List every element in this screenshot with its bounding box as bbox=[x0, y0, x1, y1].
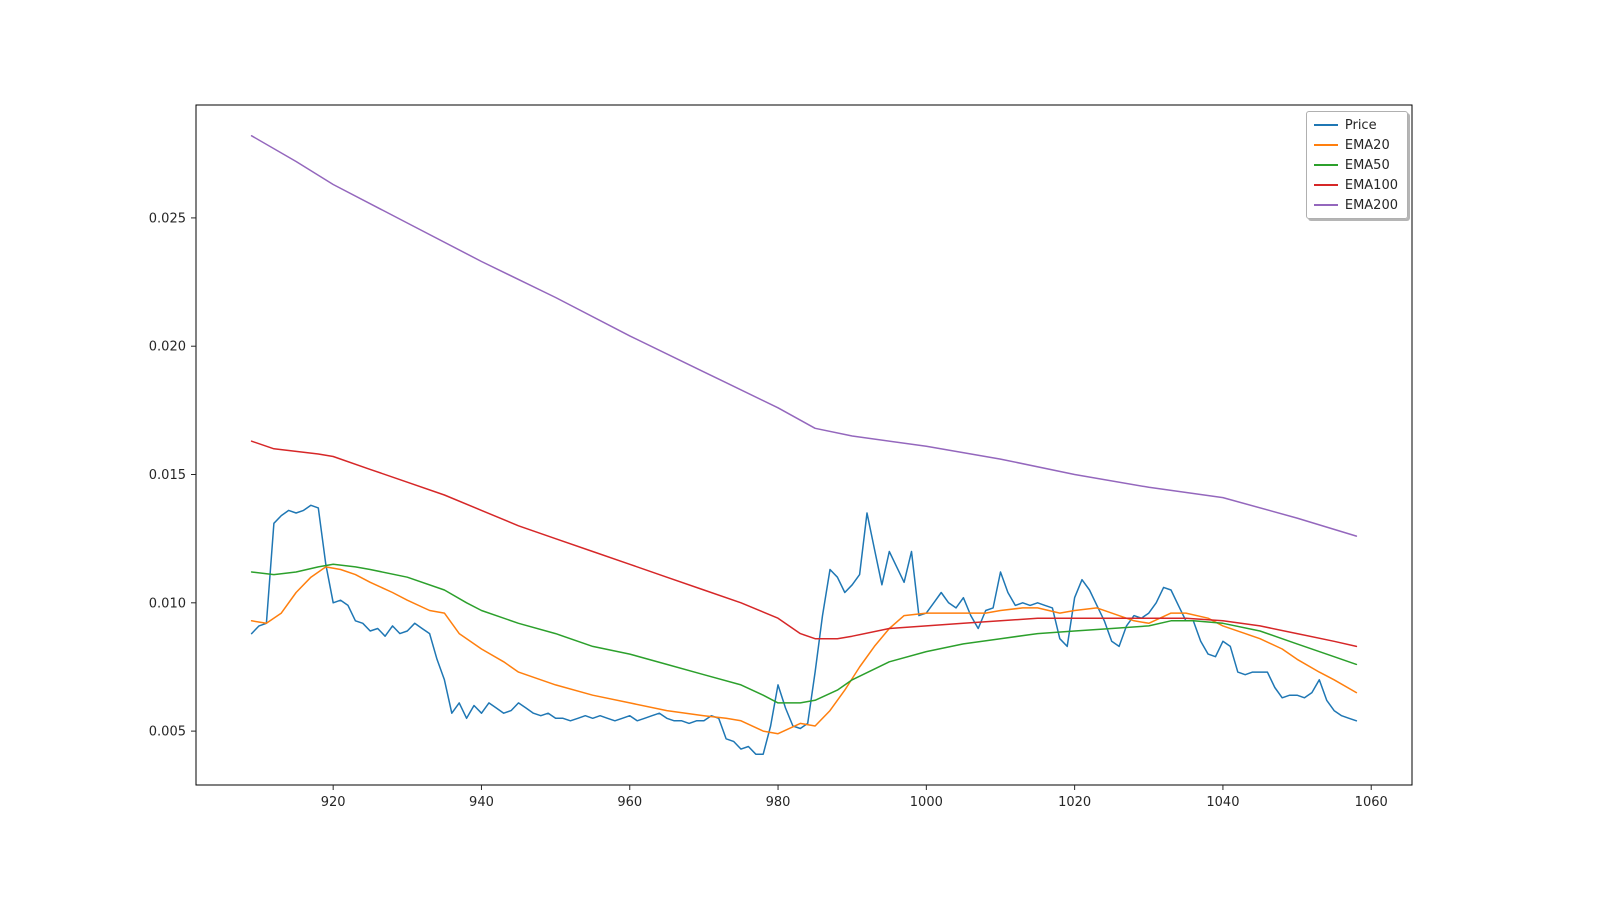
legend-item-ema50: EMA50 bbox=[1313, 157, 1398, 173]
y-tick-label: 0.010 bbox=[149, 596, 186, 611]
legend-item-ema20: EMA20 bbox=[1313, 137, 1398, 153]
legend-label: EMA50 bbox=[1344, 157, 1390, 173]
x-tick-label: 960 bbox=[617, 795, 642, 810]
x-tick-label: 1020 bbox=[1058, 795, 1091, 810]
legend-line-swatch bbox=[1313, 204, 1338, 206]
legend-label: Price bbox=[1344, 117, 1377, 133]
legend-item-ema100: EMA100 bbox=[1313, 177, 1398, 193]
x-tick-label: 1060 bbox=[1355, 795, 1388, 810]
x-tick-label: 980 bbox=[766, 795, 791, 810]
y-tick-label: 0.025 bbox=[149, 211, 186, 226]
series-line-ema100 bbox=[250, 440, 1358, 648]
y-tick-label: 0.020 bbox=[149, 340, 186, 355]
series-line-price bbox=[250, 504, 1358, 755]
x-tick-label: 1040 bbox=[1206, 795, 1239, 810]
y-tick-label: 0.015 bbox=[149, 468, 186, 483]
series-line-ema200 bbox=[250, 135, 1358, 537]
legend-line-swatch bbox=[1313, 124, 1338, 126]
legend-label: EMA20 bbox=[1344, 137, 1390, 153]
legend-line-swatch bbox=[1313, 144, 1338, 146]
legend-line-swatch bbox=[1313, 184, 1338, 186]
x-tick-label: 920 bbox=[321, 795, 346, 810]
x-tick-label: 1000 bbox=[910, 795, 943, 810]
legend-label: EMA200 bbox=[1344, 197, 1398, 213]
series-line-ema50 bbox=[250, 563, 1358, 704]
legend-item-ema200: EMA200 bbox=[1313, 197, 1398, 213]
legend-item-price: Price bbox=[1313, 117, 1398, 133]
x-tick-label: 940 bbox=[469, 795, 494, 810]
y-tick-label: 0.005 bbox=[149, 725, 186, 740]
legend-line-swatch bbox=[1313, 164, 1338, 166]
plot-border bbox=[195, 104, 1413, 786]
legend: Price EMA20 EMA50 EMA100 EMA200 bbox=[1305, 111, 1408, 219]
series-line-ema20 bbox=[250, 566, 1358, 735]
legend-label: EMA100 bbox=[1344, 177, 1398, 193]
